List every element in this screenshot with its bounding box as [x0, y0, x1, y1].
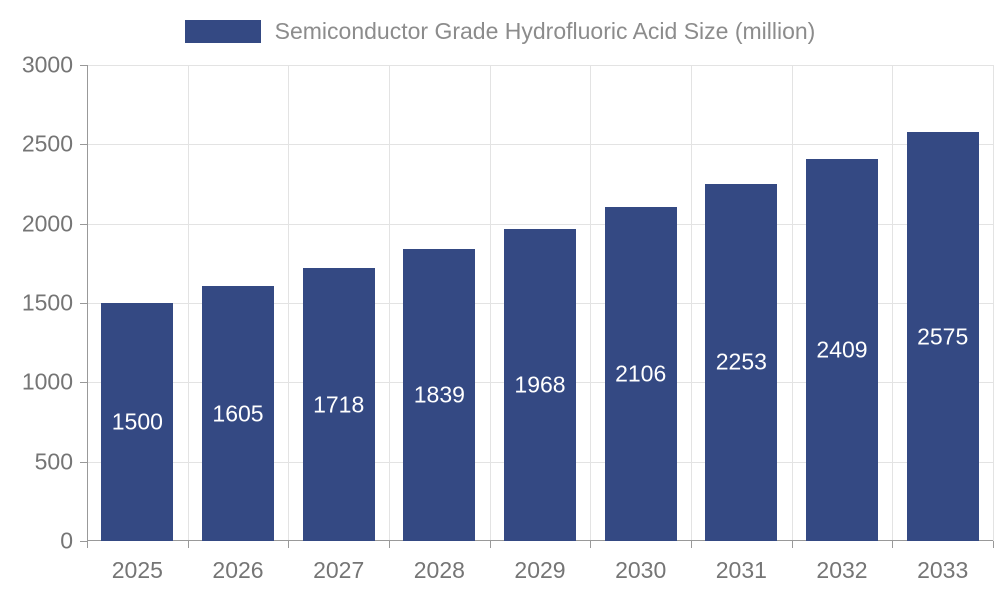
bar-value-label: 1605 [212, 400, 264, 427]
x-axis-label: 2026 [212, 557, 264, 583]
x-axis-label: 2032 [816, 557, 868, 583]
bar-2029[interactable] [504, 228, 576, 541]
y-axis-tick [80, 144, 87, 146]
x-axis-label: 2025 [111, 557, 163, 583]
y-axis-tick [80, 303, 87, 304]
x-axis-tick [791, 541, 793, 548]
gridline-vertical [288, 65, 290, 541]
gridline-vertical [389, 65, 390, 541]
bar-value-label: 1839 [413, 381, 465, 408]
y-axis-label: 0 [60, 527, 73, 554]
bar-value-label: 1500 [111, 408, 163, 435]
x-axis-label: 2030 [615, 557, 667, 583]
chart-legend[interactable]: Semiconductor Grade Hydrofluoric Acid Si… [0, 18, 1000, 45]
bar-value-label: 2253 [715, 348, 767, 375]
gridline-horizontal [87, 65, 993, 66]
bar-value-label: 1718 [313, 391, 365, 418]
y-axis-label: 2500 [21, 130, 73, 157]
bar-2027[interactable] [302, 268, 375, 541]
gridline-vertical [489, 65, 491, 541]
x-axis-tick [691, 541, 692, 548]
y-axis-label: 3000 [21, 51, 73, 78]
legend-label[interactable]: Semiconductor Grade Hydrofluoric Acid Si… [274, 18, 816, 44]
x-axis-tick [389, 541, 390, 548]
x-axis-tick [892, 541, 894, 548]
gridline-horizontal [87, 223, 993, 225]
y-axis-label: 1000 [21, 368, 73, 395]
y-axis-tick [80, 65, 87, 66]
x-axis-tick [993, 541, 994, 548]
gridline-vertical [187, 65, 189, 541]
y-axis-tick [80, 461, 87, 463]
bar-2033[interactable] [906, 132, 979, 541]
bar-2028[interactable] [403, 249, 476, 541]
x-axis-label: 2027 [313, 557, 365, 583]
bar-value-label: 2409 [816, 336, 868, 363]
x-axis-label: 2028 [413, 557, 465, 583]
y-axis-label: 2000 [21, 210, 73, 237]
y-axis-line [87, 65, 88, 541]
bar-value-label: 1968 [514, 371, 566, 398]
gridline-vertical [892, 65, 894, 541]
plot-area: 0 500 1000 1500 2000 2500 3000 1500 2025 1605 2026… [22, 52, 994, 583]
y-axis-label: 500 [34, 448, 73, 475]
x-axis-label: 2031 [715, 557, 767, 583]
x-axis-tick [187, 541, 189, 548]
y-axis-tick [80, 223, 87, 225]
gridline-vertical [791, 65, 793, 541]
gridline-horizontal [87, 144, 993, 146]
bar-value-label: 2106 [615, 360, 667, 387]
y-axis-tick [80, 382, 87, 384]
gridline-vertical [590, 65, 592, 541]
y-axis-tick [80, 541, 87, 542]
y-axis-label: 1500 [21, 289, 73, 316]
bar-2025[interactable] [101, 303, 174, 541]
legend-swatch[interactable] [184, 20, 261, 43]
x-axis-tick [489, 541, 491, 548]
bar-2030[interactable] [604, 206, 677, 541]
x-axis-tick [590, 541, 592, 548]
x-axis-label: 2033 [917, 557, 969, 583]
bar-2031[interactable] [705, 183, 778, 541]
x-axis-tick [288, 541, 290, 548]
bar-value-label: 2575 [917, 323, 969, 350]
x-axis-tick [87, 541, 88, 548]
x-axis-label: 2029 [514, 557, 566, 583]
gridline-vertical [691, 65, 692, 541]
gridline-vertical [993, 65, 994, 541]
bar-2026[interactable] [202, 286, 274, 541]
bar-2032[interactable] [806, 158, 878, 541]
